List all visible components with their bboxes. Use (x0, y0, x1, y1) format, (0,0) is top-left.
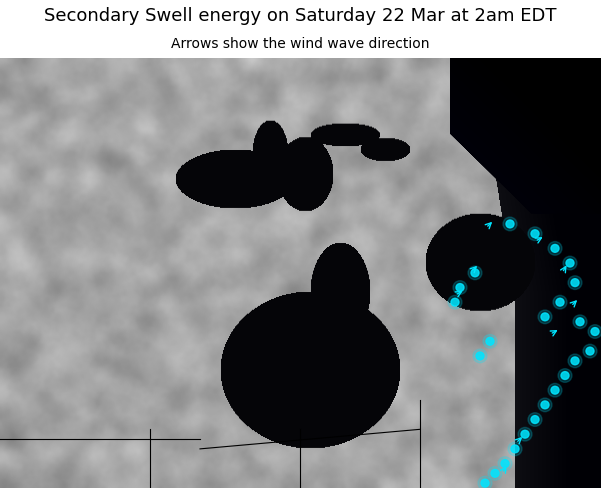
Circle shape (566, 260, 574, 267)
Circle shape (558, 369, 572, 383)
Circle shape (498, 457, 512, 470)
Circle shape (586, 347, 594, 355)
Circle shape (531, 416, 539, 424)
Circle shape (501, 460, 509, 468)
Circle shape (448, 296, 462, 309)
Circle shape (506, 221, 514, 228)
Circle shape (528, 413, 542, 427)
Circle shape (548, 384, 562, 397)
Circle shape (451, 299, 459, 306)
Circle shape (568, 276, 582, 290)
Circle shape (528, 227, 542, 241)
Circle shape (481, 479, 489, 487)
Circle shape (551, 245, 559, 253)
Circle shape (576, 318, 584, 326)
Circle shape (478, 476, 492, 488)
Circle shape (488, 467, 502, 480)
Circle shape (518, 427, 532, 441)
Circle shape (556, 299, 564, 306)
Circle shape (503, 218, 517, 231)
Text: Secondary Swell energy on Saturday 22 Mar at 2am EDT: Secondary Swell energy on Saturday 22 Ma… (44, 7, 557, 25)
Circle shape (483, 335, 497, 348)
Circle shape (468, 266, 482, 280)
Circle shape (456, 284, 464, 292)
Circle shape (563, 257, 577, 270)
Circle shape (511, 445, 519, 453)
Circle shape (551, 386, 559, 394)
Circle shape (538, 398, 552, 412)
Circle shape (521, 430, 529, 438)
Circle shape (531, 230, 539, 238)
Circle shape (473, 349, 487, 363)
Circle shape (588, 325, 601, 339)
Circle shape (486, 338, 494, 346)
Circle shape (571, 357, 579, 365)
Circle shape (548, 242, 562, 256)
Circle shape (591, 328, 599, 336)
Circle shape (541, 401, 549, 409)
Circle shape (476, 352, 484, 360)
Circle shape (508, 442, 522, 456)
Text: Arrows show the wind wave direction: Arrows show the wind wave direction (171, 37, 430, 51)
Circle shape (538, 310, 552, 324)
Circle shape (541, 313, 549, 321)
Circle shape (553, 296, 567, 309)
Circle shape (573, 315, 587, 329)
Circle shape (491, 469, 499, 477)
Circle shape (568, 354, 582, 368)
Circle shape (561, 372, 569, 380)
Circle shape (453, 281, 467, 295)
Circle shape (471, 269, 479, 277)
Circle shape (583, 345, 597, 358)
Circle shape (571, 279, 579, 287)
